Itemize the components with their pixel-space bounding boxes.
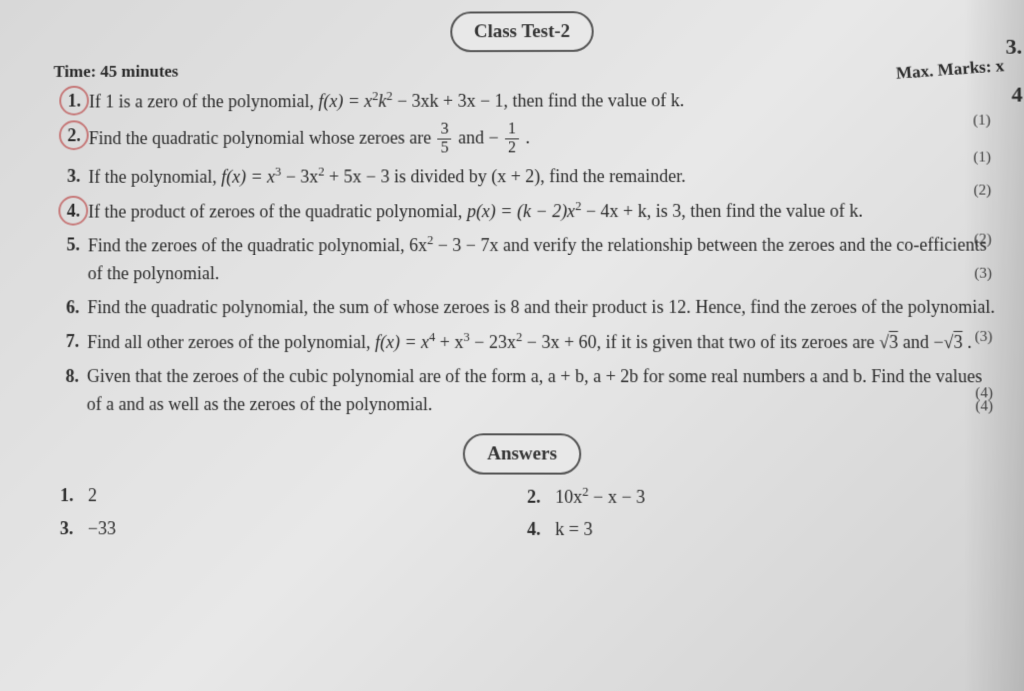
max-marks-label: Max. Marks: x <box>895 53 1005 87</box>
q2-mid: and − <box>458 127 499 147</box>
q4-b: − 4x + k, is 3, then find the value of k… <box>581 200 863 220</box>
q4-number: 4. <box>52 197 80 225</box>
time-label: Time: 45 minutes <box>53 59 178 85</box>
answer-3: 3.−33 <box>60 515 487 544</box>
question-7: 7. Find all other zeroes of the polynomi… <box>51 328 996 357</box>
q3-c: + 5x − 3 is divided by (x + 2), find the… <box>324 166 685 186</box>
q1-text-a: If 1 is a zero of the polynomial, <box>89 91 319 111</box>
question-1: 1. If 1 is a zero of the polynomial, f(x… <box>53 85 994 116</box>
q7-a: Find all other zeroes of the polynomial, <box>87 332 375 352</box>
q6-text: Find the quadratic polynomial, the sum o… <box>87 297 995 317</box>
q2-end: . <box>526 127 530 147</box>
q7-end: . <box>963 332 972 352</box>
answers-header: Answers <box>50 433 997 476</box>
edge-number-3: 3. <box>1005 30 1022 64</box>
q3-b: − 3x <box>281 166 318 186</box>
q2-text-a: Find the quadratic polynomial whose zero… <box>89 127 436 147</box>
edge-number-4: 4 <box>1011 78 1022 112</box>
q7-c: − 23x <box>470 332 516 352</box>
q7-fx: f(x) = x <box>375 332 429 352</box>
q4-px: p(x) = (k − 2)x <box>467 201 575 221</box>
q5-number: 5. <box>52 232 80 260</box>
q5-mark: (3) <box>974 263 992 286</box>
q7-mid: and − <box>898 332 944 352</box>
q1-number: 1. <box>53 88 81 116</box>
q3-fx: f(x) = x <box>221 166 275 186</box>
q8-text: Given that the zeroes of the cubic polyn… <box>87 366 983 414</box>
q2-frac2: 12 <box>505 121 519 156</box>
q4-text-a: If the product of zeroes of the quadrati… <box>88 201 467 221</box>
q1-fx: f(x) = x <box>318 91 372 111</box>
q1-k: k <box>378 91 386 111</box>
q7-b: + x <box>435 332 463 352</box>
q1-text-b: − 3xk + 3x − 1, then find the value of k… <box>393 90 685 110</box>
answer-4: 4.k = 3 <box>527 516 958 545</box>
q7-d: − 3x + 60, if it is given that two of it… <box>522 332 879 352</box>
question-6: 6. Find the quadratic polynomial, the su… <box>52 294 997 322</box>
test-title-pill: Class Test-2 <box>450 11 594 52</box>
q2-number: 2. <box>53 122 81 150</box>
q5-text-a: Find the zeroes of the quadratic polynom… <box>88 236 427 256</box>
question-8: 8. Given that the zeroes of the cubic po… <box>51 363 997 419</box>
question-4: 4. If the product of zeroes of the quadr… <box>52 196 995 226</box>
answers-grid: 1.2 2.10x2 − x − 3 3.−33 4.k = 3 <box>50 482 998 545</box>
answers-title: Answers <box>463 433 581 475</box>
question-3: 3. If the polynomial, f(x) = x3 − 3x2 + … <box>53 161 996 191</box>
q8-mark: (4) <box>975 395 993 418</box>
meta-row: Time: 45 minutes Max. Marks: x <box>53 57 994 85</box>
q2-frac1: 35 <box>438 121 452 156</box>
question-list: 1. If 1 is a zero of the polynomial, f(x… <box>51 85 997 419</box>
answer-2: 2.10x2 − x − 3 <box>527 483 957 513</box>
q8-number: 8. <box>51 363 79 391</box>
q7-number: 7. <box>51 328 79 356</box>
answer-1: 1.2 <box>60 482 487 512</box>
header: Class Test-2 <box>54 10 994 54</box>
test-page: 3. 4 Class Test-2 Time: 45 minutes Max. … <box>0 0 1024 555</box>
q3-text-a: If the polynomial, <box>88 166 221 186</box>
q6-number: 6. <box>52 294 80 322</box>
question-5: 5. Find the zeroes of the quadratic poly… <box>52 231 996 288</box>
question-2: 2. Find the quadratic polynomial whose z… <box>53 120 995 157</box>
q3-number: 3. <box>53 163 81 191</box>
